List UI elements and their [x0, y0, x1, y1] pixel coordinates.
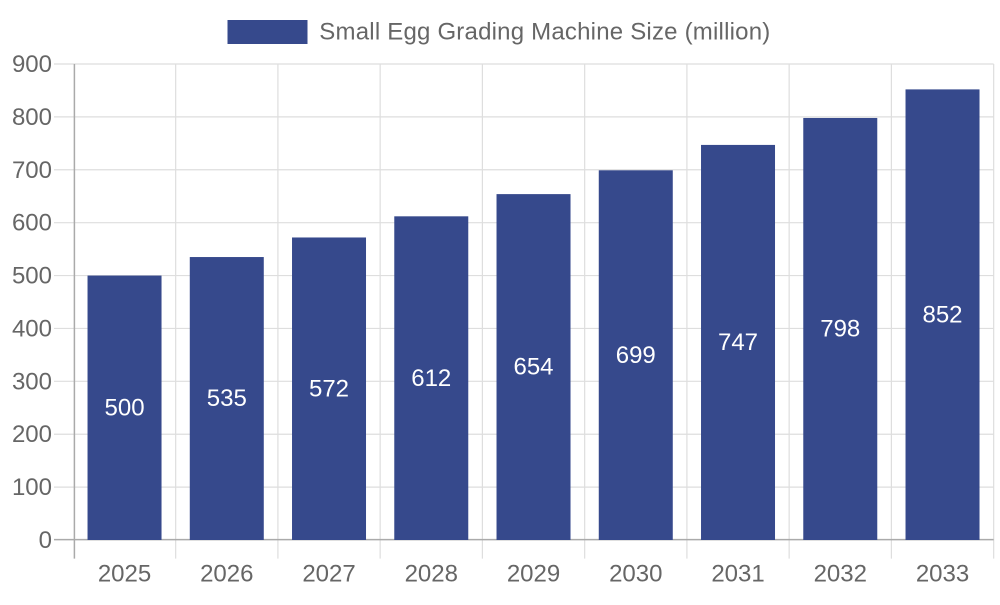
svg-text:100: 100	[12, 474, 52, 501]
svg-text:2028: 2028	[405, 561, 458, 588]
svg-text:700: 700	[12, 157, 52, 184]
svg-text:900: 900	[12, 51, 52, 78]
svg-text:300: 300	[12, 368, 52, 395]
svg-text:600: 600	[12, 210, 52, 237]
svg-text:747: 747	[718, 329, 758, 356]
svg-text:2030: 2030	[609, 561, 662, 588]
svg-text:2025: 2025	[98, 561, 151, 588]
svg-text:2027: 2027	[302, 561, 355, 588]
svg-text:654: 654	[513, 354, 553, 381]
svg-text:535: 535	[207, 385, 247, 412]
svg-text:2031: 2031	[711, 561, 764, 588]
svg-text:Small Egg Grading Machine Size: Small Egg Grading Machine Size (million)	[319, 18, 770, 45]
svg-text:2026: 2026	[200, 561, 253, 588]
svg-text:200: 200	[12, 421, 52, 448]
svg-text:2033: 2033	[916, 561, 969, 588]
svg-text:699: 699	[616, 342, 656, 369]
svg-text:798: 798	[820, 316, 860, 343]
svg-text:500: 500	[105, 394, 145, 421]
svg-text:0: 0	[39, 527, 52, 554]
svg-text:800: 800	[12, 104, 52, 131]
svg-text:400: 400	[12, 315, 52, 342]
svg-text:612: 612	[411, 365, 451, 392]
svg-text:2032: 2032	[814, 561, 867, 588]
svg-text:2029: 2029	[507, 561, 560, 588]
svg-text:572: 572	[309, 375, 349, 402]
svg-text:500: 500	[12, 263, 52, 290]
svg-text:852: 852	[922, 301, 962, 328]
